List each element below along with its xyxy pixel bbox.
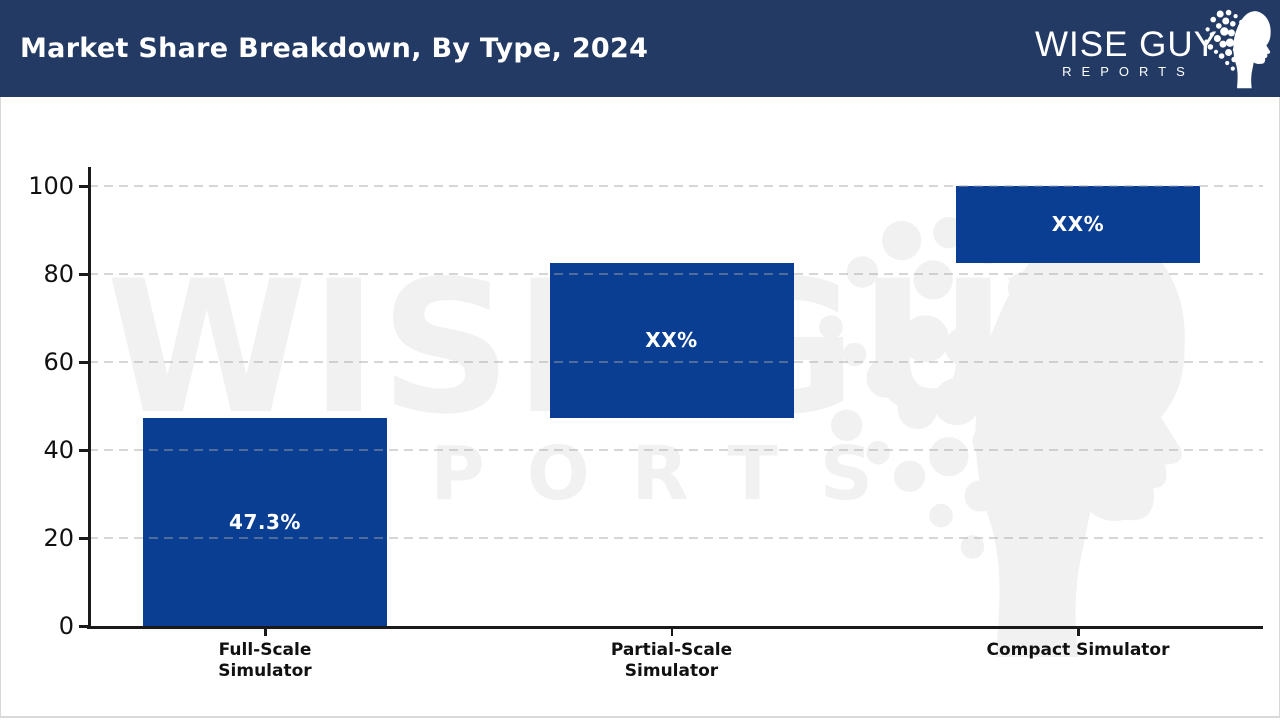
y-tick-mark	[79, 449, 88, 452]
y-tick-label: 60	[43, 348, 74, 376]
y-tick-mark	[79, 273, 88, 276]
y-tick-label: 0	[58, 612, 74, 640]
bar-segment-1: 47.3%	[143, 417, 387, 626]
bar-segment-2: XX%	[549, 262, 794, 418]
watermark-dotted-face-icon	[813, 217, 1185, 657]
logo-brand-name: WISE GUY	[1034, 25, 1218, 64]
y-tick-mark	[79, 361, 88, 364]
y-gridline	[89, 273, 1263, 275]
logo-text: WISE GUY REPORTS	[1035, 26, 1218, 80]
logo-brand-subtitle: REPORTS	[1062, 64, 1195, 79]
x-axis-line	[87, 626, 1263, 629]
y-tick-label: 80	[43, 260, 74, 288]
bar-value-label: XX%	[645, 328, 698, 353]
y-gridline	[89, 449, 1263, 451]
y-gridline	[89, 537, 1263, 539]
y-tick-label: 20	[43, 524, 74, 552]
bar-segment-3: XX%	[956, 186, 1200, 263]
dotted-face-profile-icon	[1204, 9, 1271, 89]
header-bar: Market Share Breakdown, By Type, 2024 WI…	[0, 0, 1280, 97]
x-category-label: Full-Scale Simulator	[218, 640, 312, 681]
x-category-label: Compact Simulator	[986, 640, 1170, 660]
chart-canvas: WISE GUY REPORTS 47.3%XX%XX% 02040608010…	[0, 97, 1280, 718]
y-axis-line	[88, 167, 91, 628]
x-tick-mark	[670, 628, 673, 636]
y-tick-label: 40	[43, 436, 74, 464]
y-tick-label: 100	[28, 172, 74, 200]
y-tick-mark	[79, 185, 88, 188]
wise-guy-reports-logo: WISE GUY REPORTS	[1035, 6, 1272, 94]
y-tick-mark	[79, 625, 88, 628]
y-gridline	[89, 185, 1263, 187]
bar-value-label: 47.3%	[229, 509, 301, 534]
x-tick-mark	[264, 628, 267, 636]
x-tick-mark	[1077, 628, 1080, 636]
page-title: Market Share Breakdown, By Type, 2024	[20, 33, 649, 64]
x-category-label: Partial-Scale Simulator	[610, 640, 733, 681]
y-gridline	[89, 361, 1263, 363]
y-tick-mark	[79, 537, 88, 540]
bar-value-label: XX%	[1051, 212, 1105, 237]
